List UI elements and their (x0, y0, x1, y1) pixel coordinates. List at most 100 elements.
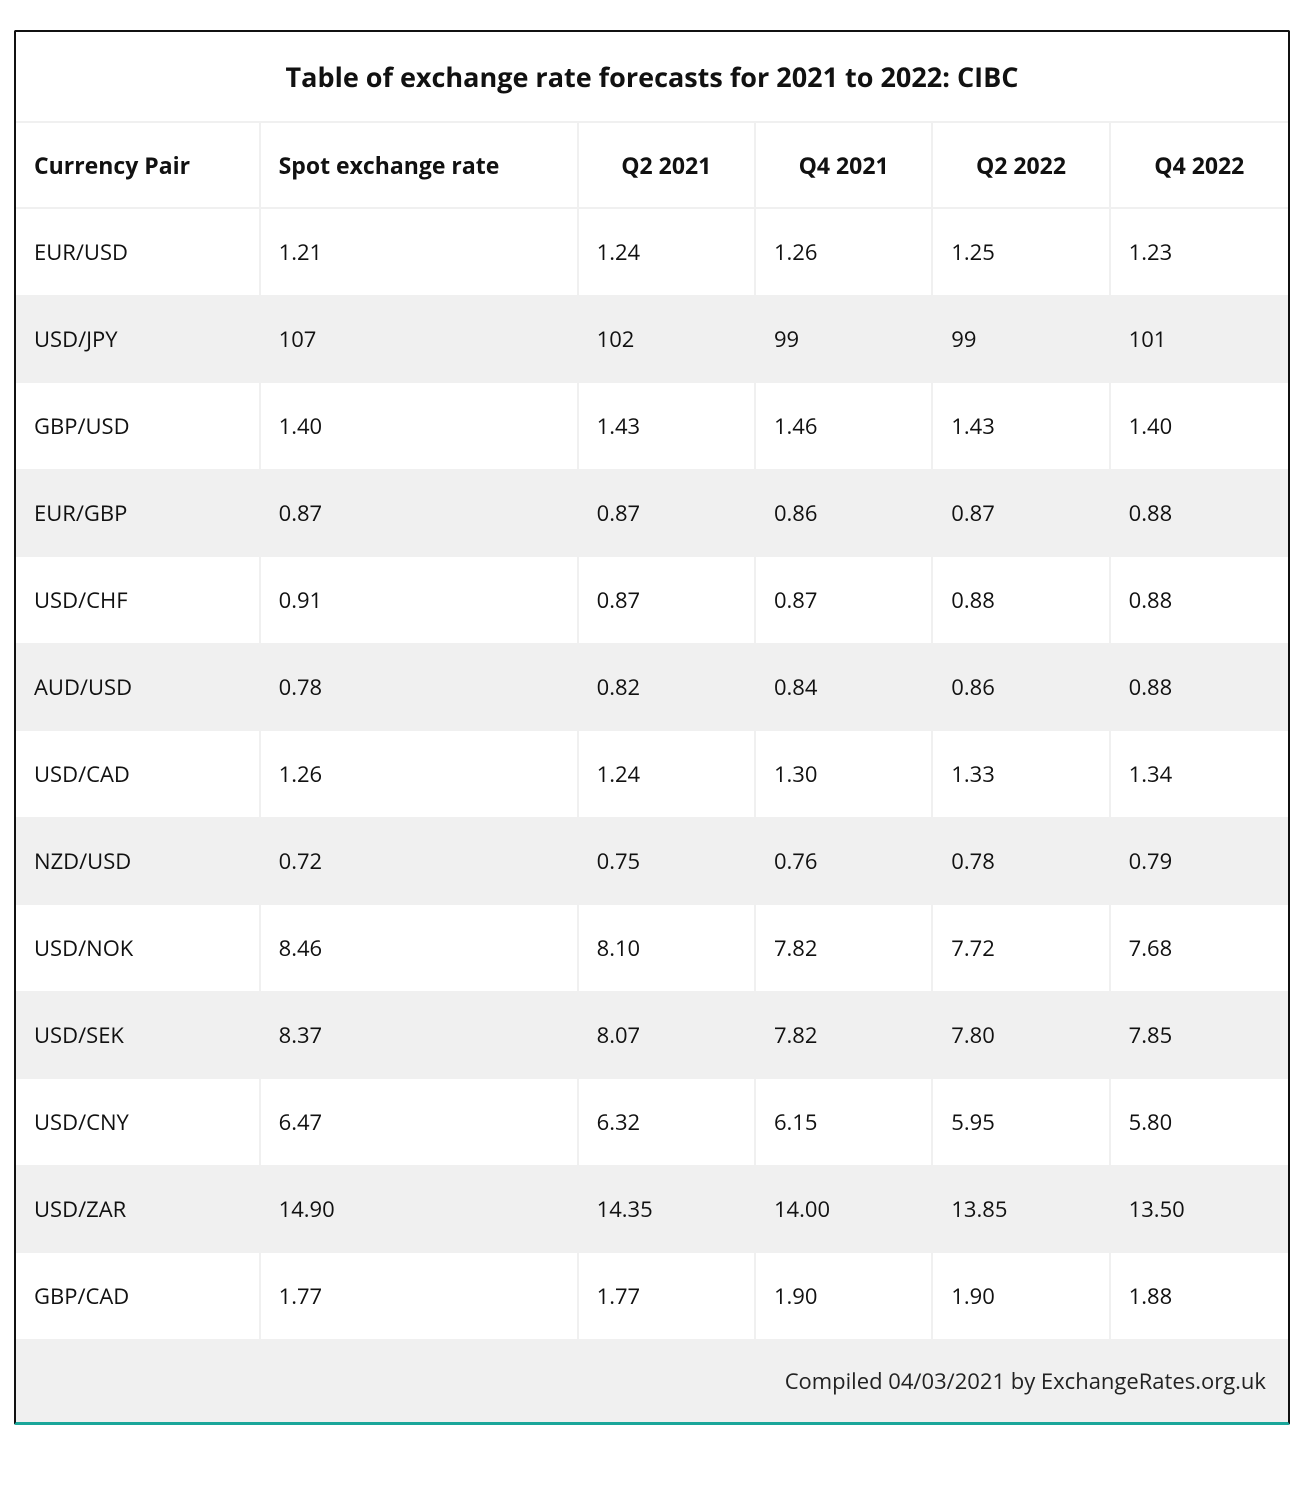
cell-spot: 1.26 (261, 731, 579, 818)
cell-q4-2022: 13.50 (1111, 1166, 1288, 1253)
cell-q2-2022: 0.87 (933, 470, 1110, 557)
cell-q2-2021: 1.24 (579, 731, 756, 818)
cell-q4-2022: 101 (1111, 296, 1288, 383)
cell-q4-2021: 0.87 (756, 557, 933, 644)
cell-q4-2021: 1.30 (756, 731, 933, 818)
cell-pair: USD/NOK (16, 905, 261, 992)
table-row: USD/CNY 6.47 6.32 6.15 5.95 5.80 (16, 1079, 1288, 1166)
cell-q2-2022: 1.33 (933, 731, 1110, 818)
cell-q4-2022: 0.88 (1111, 470, 1288, 557)
cell-spot: 107 (261, 296, 579, 383)
cell-q2-2021: 102 (579, 296, 756, 383)
table-row: GBP/USD 1.40 1.43 1.46 1.43 1.40 (16, 383, 1288, 470)
exchange-rate-table-container: Table of exchange rate forecasts for 202… (14, 30, 1290, 1425)
exchange-rate-table: Table of exchange rate forecasts for 202… (16, 32, 1288, 1422)
cell-spot: 14.90 (261, 1166, 579, 1253)
cell-q4-2021: 6.15 (756, 1079, 933, 1166)
cell-q2-2021: 0.82 (579, 644, 756, 731)
column-header-q2-2021: Q2 2021 (579, 123, 756, 209)
cell-pair: GBP/USD (16, 383, 261, 470)
cell-q4-2022: 7.85 (1111, 992, 1288, 1079)
cell-q2-2021: 1.24 (579, 209, 756, 296)
cell-spot: 0.72 (261, 818, 579, 905)
cell-spot: 0.87 (261, 470, 579, 557)
cell-pair: USD/CAD (16, 731, 261, 818)
cell-q4-2022: 0.88 (1111, 644, 1288, 731)
cell-q4-2022: 1.23 (1111, 209, 1288, 296)
cell-q4-2021: 1.46 (756, 383, 933, 470)
cell-pair: EUR/USD (16, 209, 261, 296)
cell-pair: GBP/CAD (16, 1253, 261, 1340)
table-row: AUD/USD 0.78 0.82 0.84 0.86 0.88 (16, 644, 1288, 731)
table-body: EUR/USD 1.21 1.24 1.26 1.25 1.23 USD/JPY… (16, 209, 1288, 1340)
cell-spot: 8.46 (261, 905, 579, 992)
cell-q2-2021: 14.35 (579, 1166, 756, 1253)
table-row: EUR/GBP 0.87 0.87 0.86 0.87 0.88 (16, 470, 1288, 557)
cell-q2-2022: 1.43 (933, 383, 1110, 470)
table-row: USD/NOK 8.46 8.10 7.82 7.72 7.68 (16, 905, 1288, 992)
cell-q4-2021: 0.86 (756, 470, 933, 557)
table-row: GBP/CAD 1.77 1.77 1.90 1.90 1.88 (16, 1253, 1288, 1340)
cell-q2-2021: 0.75 (579, 818, 756, 905)
cell-q2-2022: 1.25 (933, 209, 1110, 296)
cell-q2-2021: 8.10 (579, 905, 756, 992)
column-header-q4-2021: Q4 2021 (756, 123, 933, 209)
table-row: USD/SEK 8.37 8.07 7.82 7.80 7.85 (16, 992, 1288, 1079)
cell-q4-2022: 1.34 (1111, 731, 1288, 818)
cell-q4-2022: 0.88 (1111, 557, 1288, 644)
cell-q4-2022: 7.68 (1111, 905, 1288, 992)
cell-q2-2021: 1.43 (579, 383, 756, 470)
cell-q4-2021: 14.00 (756, 1166, 933, 1253)
cell-q2-2022: 0.88 (933, 557, 1110, 644)
cell-q2-2021: 8.07 (579, 992, 756, 1079)
table-title: Table of exchange rate forecasts for 202… (16, 32, 1288, 123)
column-header-q4-2022: Q4 2022 (1111, 123, 1288, 209)
cell-q2-2021: 0.87 (579, 470, 756, 557)
cell-pair: USD/SEK (16, 992, 261, 1079)
cell-q4-2021: 1.90 (756, 1253, 933, 1340)
cell-q2-2022: 99 (933, 296, 1110, 383)
cell-q4-2021: 7.82 (756, 905, 933, 992)
cell-q4-2022: 1.88 (1111, 1253, 1288, 1340)
table-row: USD/CAD 1.26 1.24 1.30 1.33 1.34 (16, 731, 1288, 818)
cell-spot: 1.77 (261, 1253, 579, 1340)
table-row: USD/JPY 107 102 99 99 101 (16, 296, 1288, 383)
cell-spot: 1.40 (261, 383, 579, 470)
cell-q2-2022: 0.78 (933, 818, 1110, 905)
cell-q2-2021: 6.32 (579, 1079, 756, 1166)
cell-q2-2022: 7.72 (933, 905, 1110, 992)
cell-q4-2022: 0.79 (1111, 818, 1288, 905)
cell-q4-2021: 7.82 (756, 992, 933, 1079)
cell-spot: 0.78 (261, 644, 579, 731)
cell-pair: USD/CHF (16, 557, 261, 644)
cell-q2-2022: 7.80 (933, 992, 1110, 1079)
cell-q2-2021: 0.87 (579, 557, 756, 644)
column-header-q2-2022: Q2 2022 (933, 123, 1110, 209)
cell-q2-2022: 1.90 (933, 1253, 1110, 1340)
column-header-currency-pair: Currency Pair (16, 123, 261, 209)
cell-q4-2021: 99 (756, 296, 933, 383)
table-header-row: Currency Pair Spot exchange rate Q2 2021… (16, 123, 1288, 209)
cell-q4-2022: 1.40 (1111, 383, 1288, 470)
cell-q4-2021: 1.26 (756, 209, 933, 296)
table-row: EUR/USD 1.21 1.24 1.26 1.25 1.23 (16, 209, 1288, 296)
cell-pair: USD/JPY (16, 296, 261, 383)
cell-spot: 8.37 (261, 992, 579, 1079)
cell-q2-2022: 5.95 (933, 1079, 1110, 1166)
cell-pair: USD/ZAR (16, 1166, 261, 1253)
cell-pair: USD/CNY (16, 1079, 261, 1166)
cell-q4-2022: 5.80 (1111, 1079, 1288, 1166)
table-row: USD/CHF 0.91 0.87 0.87 0.88 0.88 (16, 557, 1288, 644)
cell-q4-2021: 0.84 (756, 644, 933, 731)
table-footer-compiled: Compiled 04/03/2021 by ExchangeRates.org… (16, 1340, 1288, 1422)
cell-pair: AUD/USD (16, 644, 261, 731)
cell-spot: 1.21 (261, 209, 579, 296)
column-header-spot-rate: Spot exchange rate (261, 123, 579, 209)
cell-q2-2022: 13.85 (933, 1166, 1110, 1253)
cell-q4-2021: 0.76 (756, 818, 933, 905)
cell-pair: NZD/USD (16, 818, 261, 905)
cell-spot: 0.91 (261, 557, 579, 644)
cell-q2-2022: 0.86 (933, 644, 1110, 731)
table-row: NZD/USD 0.72 0.75 0.76 0.78 0.79 (16, 818, 1288, 905)
table-row: USD/ZAR 14.90 14.35 14.00 13.85 13.50 (16, 1166, 1288, 1253)
